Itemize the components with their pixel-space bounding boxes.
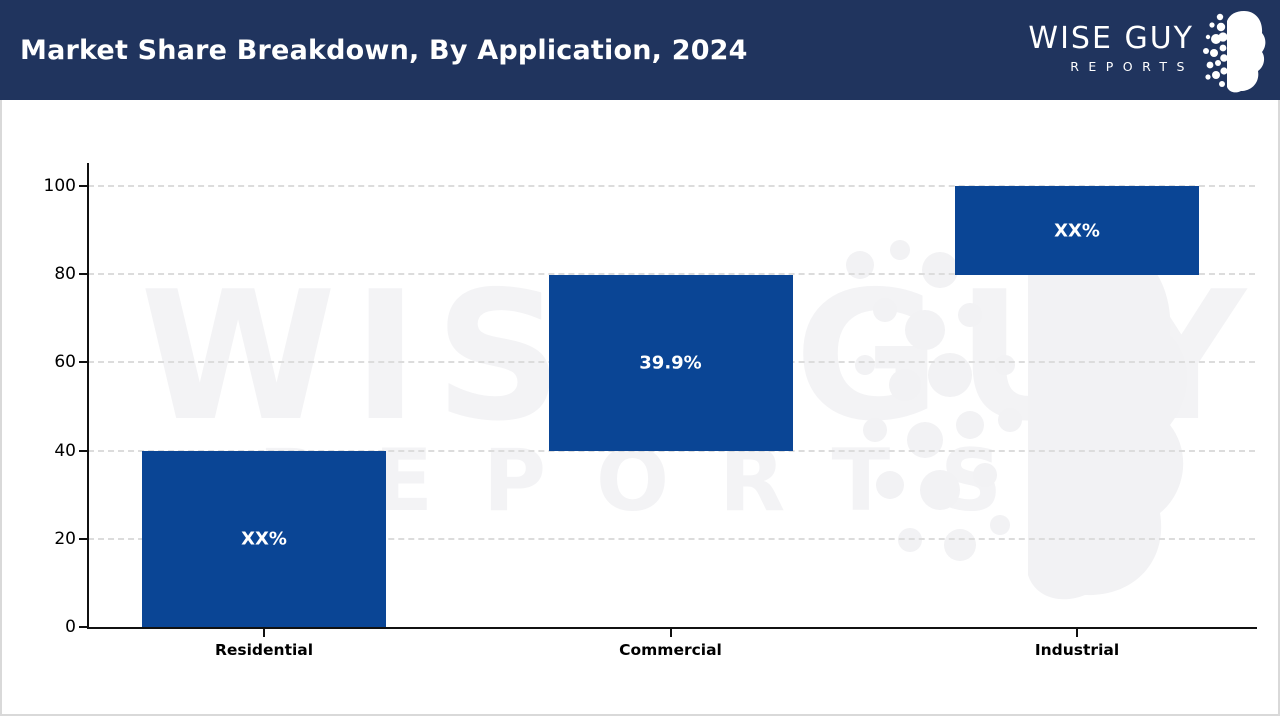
grid-line bbox=[88, 185, 1255, 187]
y-tick-mark bbox=[79, 537, 87, 540]
y-tick-label: 60 bbox=[54, 352, 76, 373]
wiseguy-head-icon bbox=[1203, 11, 1266, 93]
y-tick-label: 100 bbox=[43, 176, 76, 196]
brand-logo-text: WISE GUY REPORTS bbox=[1028, 21, 1194, 75]
bar-value-label: XX% bbox=[1054, 220, 1100, 242]
grid-line bbox=[88, 273, 1255, 276]
x-axis-line bbox=[87, 627, 1257, 629]
header-bar: Market Share Breakdown, By Application, … bbox=[0, 0, 1280, 100]
bar-segment-residential bbox=[142, 451, 386, 627]
bar-value-label: 39.9% bbox=[639, 352, 702, 374]
grid-line bbox=[88, 537, 1255, 540]
y-tick-mark bbox=[79, 185, 87, 187]
x-tick-mark bbox=[669, 629, 672, 637]
y-tick-mark bbox=[79, 361, 87, 364]
y-tick-label: 80 bbox=[54, 264, 76, 285]
x-tick-mark bbox=[1076, 629, 1078, 637]
y-axis-line bbox=[87, 163, 89, 629]
brand-subname: REPORTS bbox=[1070, 59, 1194, 74]
brand-name: WISE GUY bbox=[1028, 21, 1194, 56]
y-tick-label: 40 bbox=[54, 440, 76, 461]
x-tick-mark bbox=[263, 629, 265, 637]
page-title: Market Share Breakdown, By Application, … bbox=[20, 34, 748, 66]
y-tick-label: 0 bbox=[65, 617, 76, 637]
x-category-label-commercial: Commercial bbox=[619, 641, 722, 659]
y-tick-mark bbox=[79, 449, 87, 452]
watermark-head-icon bbox=[846, 233, 1187, 600]
y-tick-mark bbox=[79, 273, 87, 276]
bar-segment-industrial bbox=[955, 186, 1199, 276]
bar-value-label: XX% bbox=[241, 528, 287, 550]
bar-segment-commercial bbox=[548, 275, 793, 452]
x-category-label-residential: Residential bbox=[214, 641, 314, 659]
y-tick-mark bbox=[79, 626, 87, 628]
y-tick-label: 20 bbox=[54, 528, 76, 549]
brand-logo: WISE GUY REPORTS bbox=[1026, 6, 1266, 96]
x-category-label-industrial: Industrial bbox=[1034, 641, 1120, 659]
